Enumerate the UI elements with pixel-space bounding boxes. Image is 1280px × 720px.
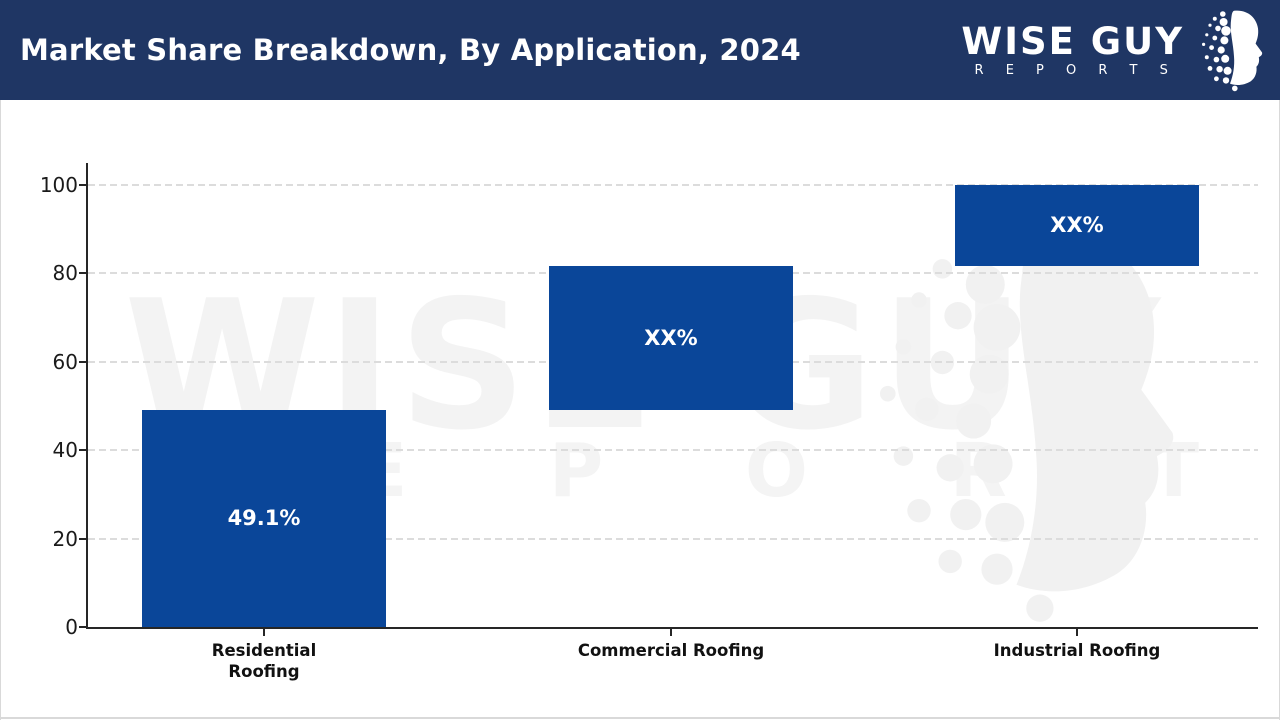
dotted-face-icon	[1202, 10, 1263, 92]
border-bottom	[0, 717, 1280, 719]
bar-commercial-roofing: XX%	[549, 265, 793, 410]
y-tick-mark	[79, 626, 86, 628]
watermark-face-icon	[880, 228, 1174, 622]
y-tick-label: 80	[52, 261, 78, 286]
y-tick-mark	[79, 360, 86, 363]
bar-value-label: XX%	[1050, 213, 1104, 238]
gridline-20	[88, 537, 1258, 540]
x-tick-mark	[1076, 629, 1078, 636]
y-tick-label: 40	[52, 438, 78, 463]
logo-text: WISE GUY R E P O R T S	[961, 23, 1184, 78]
y-tick-mark	[79, 184, 86, 186]
bar-value-label: XX%	[644, 325, 698, 350]
x-tick-mark	[263, 629, 265, 636]
bar-residential-roofing: 49.1%	[142, 409, 386, 627]
x-axis	[86, 627, 1258, 629]
logo-subtitle: R E P O R T S	[974, 62, 1177, 78]
bar-value-label: 49.1%	[227, 506, 301, 531]
y-tick-label: 0	[65, 615, 78, 639]
y-tick-label: 60	[52, 349, 78, 374]
border-left	[0, 100, 1, 720]
header-bar: Market Share Breakdown, By Application, …	[0, 0, 1280, 100]
x-category-label: Residential Roofing	[211, 641, 317, 681]
gridline-40	[88, 449, 1258, 452]
y-tick-mark	[79, 537, 86, 540]
y-tick-mark	[79, 449, 86, 452]
page-title: Market Share Breakdown, By Application, …	[20, 33, 801, 67]
x-category-label: Industrial Roofing	[993, 641, 1161, 660]
y-axis	[86, 163, 88, 629]
y-tick-mark	[79, 272, 86, 275]
x-tick-mark	[670, 629, 672, 636]
x-category-label: Commercial Roofing	[577, 641, 765, 660]
y-tick-label: 20	[52, 526, 78, 551]
logo-wordmark: WISE GUY	[961, 19, 1184, 63]
bar-industrial-roofing: XX%	[955, 185, 1199, 266]
wise-guy-logo: WISE GUY R E P O R T S	[961, 6, 1266, 94]
gridline-100	[88, 184, 1258, 186]
y-tick-label: 100	[39, 173, 78, 197]
